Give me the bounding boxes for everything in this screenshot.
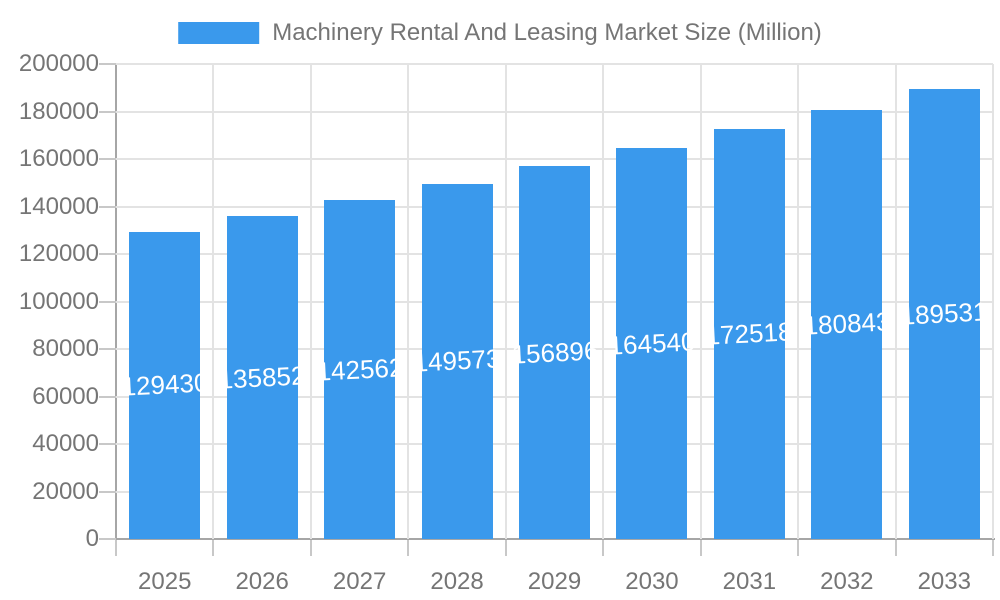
y-axis-tick-label: 80000 [32,335,99,362]
v-gridline [212,64,215,539]
v-gridline [797,64,800,539]
legend-label: Machinery Rental And Leasing Market Size… [272,19,822,46]
y-axis-tick [99,348,116,350]
bar-2032[interactable]: 180843 [803,109,891,539]
y-axis-tick-label: 200000 [18,50,99,77]
v-gridline [602,64,605,539]
y-axis-tick [99,490,116,493]
plot-area: 129430 135852 142562 149573 156896 164540 1725… [116,63,994,539]
v-gridline [407,64,410,539]
bar-value-label: 172518 [705,316,794,351]
x-axis-tick-label: 2025 [138,568,192,595]
bar-2031[interactable]: 172518 [705,129,793,539]
v-gridline [699,64,702,539]
y-axis-tick-label: 100000 [18,287,99,315]
h-gridline [116,158,993,160]
x-axis-tick-label: 2032 [820,568,874,595]
x-axis-tick [602,540,605,556]
bar-value-label: 129430 [120,367,209,403]
y-axis-tick [99,395,116,398]
bar-2028[interactable]: 149573 [413,183,501,539]
y-axis-tick-label: 180000 [18,97,99,125]
v-gridline [309,64,312,539]
y-axis-tick-label: 40000 [32,430,99,457]
y-axis-tick [99,443,116,445]
legend-item[interactable]: Machinery Rental And Leasing Market Size… [178,19,822,47]
bar-value-label: 156896 [510,334,599,370]
v-gridline [894,64,897,539]
x-axis-line [115,538,995,540]
bar-value-label: 149573 [412,343,502,379]
y-axis-tick-label: 60000 [32,382,99,410]
y-axis-tick [99,63,116,65]
y-axis-tick [99,158,116,160]
legend-swatch-icon [178,22,260,44]
bar-value-label: 142562 [315,351,404,387]
y-axis-tick [99,253,116,255]
bar-value-label: 180843 [802,306,891,342]
y-axis-tick-label: 120000 [18,240,99,267]
x-axis-tick [407,540,410,556]
y-axis-tick-label: 0 [85,525,99,552]
bar-2026[interactable]: 135852 [218,216,306,539]
x-axis-tick [504,540,507,556]
x-axis-tick [699,540,702,556]
bar-2033[interactable]: 189531 [900,88,988,539]
bar-value-label: 164540 [607,325,697,361]
x-axis-tick-label: 2027 [332,568,387,595]
y-axis-tick [99,205,116,208]
x-axis-tick [115,540,117,556]
x-axis-tick [212,540,215,556]
x-axis-tick-label: 2033 [917,568,971,595]
h-gridline [116,110,993,113]
x-axis-tick [894,540,897,556]
v-gridline [992,64,994,539]
x-axis-tick [797,540,800,556]
bar-2025[interactable]: 129430 [121,231,209,539]
h-gridline [116,63,993,65]
y-axis-tick [99,538,116,540]
x-axis-tick-label: 2030 [625,568,679,595]
bar-value-label: 189531 [900,296,989,331]
bar-2029[interactable]: 156896 [510,166,599,539]
x-axis-tick-label: 2028 [430,568,484,595]
y-axis-tick-label: 140000 [18,192,99,220]
bar-2027[interactable]: 142562 [315,200,404,539]
x-axis-tick-label: 2029 [527,568,582,595]
x-axis-tick-label: 2031 [722,568,777,595]
v-gridline [504,64,507,539]
x-axis-tick [992,540,994,556]
x-axis-tick [309,540,312,556]
y-axis-tick [99,300,116,303]
y-axis-tick-label: 20000 [32,477,99,505]
y-axis-tick-label: 160000 [18,145,99,172]
y-axis-tick [99,110,116,113]
x-axis-tick-label: 2026 [235,568,289,595]
bar-2030[interactable]: 164540 [608,148,696,539]
bar-value-label: 135852 [218,359,307,395]
